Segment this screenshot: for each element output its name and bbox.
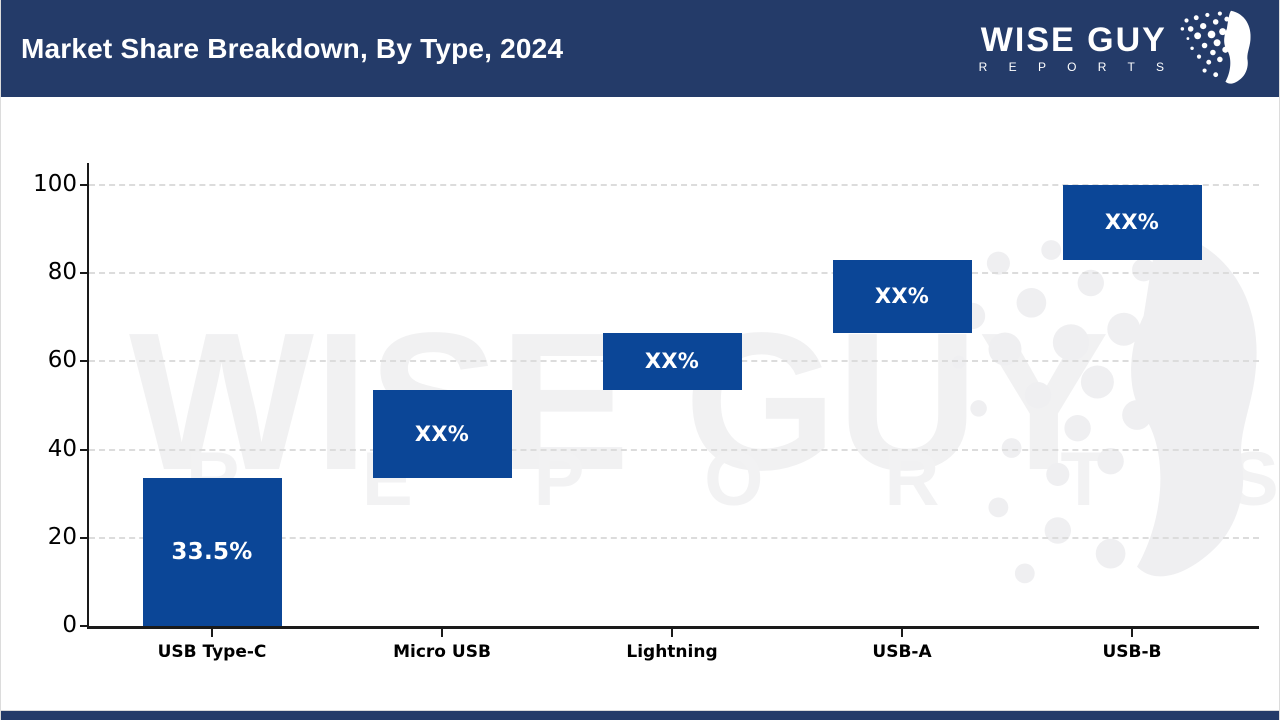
bar-value-label: 33.5% <box>171 539 253 566</box>
bar-usb-type-c: 33.5% <box>142 478 282 626</box>
bar-micro-usb: XX% <box>372 390 512 479</box>
page-title: Market Share Breakdown, By Type, 2024 <box>21 32 564 64</box>
x-axis-tick <box>211 629 213 637</box>
gridline-y100 <box>89 184 1259 186</box>
y-axis-tick <box>80 448 89 451</box>
y-axis-tick <box>80 625 89 627</box>
y-axis-tick-label: 0 <box>62 612 77 638</box>
wiseguy-logo: WISE GUY R E P O R T S <box>975 8 1279 90</box>
x-axis-category-label: USB-A <box>872 642 932 662</box>
bar-lightning: XX% <box>602 332 742 391</box>
x-axis-tick <box>441 629 443 637</box>
logo-line1: WISE GUY <box>980 20 1167 59</box>
x-axis-category-label: Micro USB <box>393 642 491 662</box>
bar-usb-b: XX% <box>1062 185 1202 260</box>
footer-accent-bar <box>1 711 1279 720</box>
x-axis-tick <box>671 629 673 637</box>
gridline-y20 <box>89 536 1259 539</box>
gridline-y40 <box>89 448 1259 451</box>
x-axis-category-label: Lightning <box>626 642 718 662</box>
x-axis-category-label: USB Type-C <box>157 642 267 662</box>
bar-value-label: XX% <box>414 422 470 447</box>
y-axis-tick <box>80 184 89 186</box>
y-axis-line <box>87 163 89 629</box>
y-axis-tick-label: 80 <box>47 259 77 286</box>
y-axis-tick-label: 40 <box>47 435 77 462</box>
y-axis-tick <box>80 536 89 539</box>
x-axis-tick <box>901 629 903 637</box>
x-axis-line <box>87 626 1259 629</box>
y-axis-tick-label: 20 <box>47 523 77 550</box>
logo-wordmark: WISE GUY R E P O R T S <box>975 20 1173 75</box>
header-bar: Market Share Breakdown, By Type, 2024 WI… <box>1 0 1279 97</box>
logo-head-dots-icon <box>1180 10 1251 84</box>
bar-value-label: XX% <box>1104 210 1160 235</box>
logo-line2: R E P O R T S <box>978 60 1173 75</box>
bar-value-label: XX% <box>644 349 700 374</box>
y-axis-tick-label: 60 <box>47 347 77 374</box>
bar-value-label: XX% <box>874 284 930 309</box>
gridline-y80 <box>89 272 1259 275</box>
y-axis-tick <box>80 360 89 363</box>
bar-usb-a: XX% <box>832 259 972 333</box>
watermark-head-dots-icon <box>924 230 1257 584</box>
y-axis-tick <box>80 272 89 275</box>
footer-divider <box>1 710 1279 711</box>
y-axis-tick-label: 100 <box>33 171 77 197</box>
x-axis-tick <box>1131 629 1133 637</box>
x-axis-category-label: USB-B <box>1102 642 1162 662</box>
